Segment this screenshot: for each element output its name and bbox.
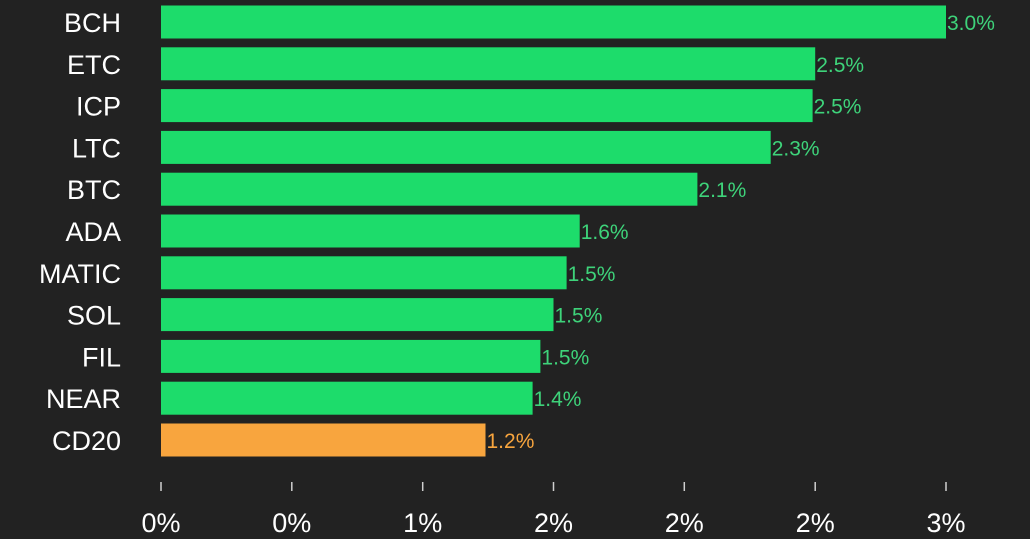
value-label-fil: 1.5%	[541, 346, 589, 369]
category-label-ada: ADA	[65, 217, 121, 247]
x-tick-label: 3%	[926, 508, 965, 538]
value-label-ltc: 2.3%	[772, 137, 820, 160]
x-tick-label: 1%	[403, 508, 442, 538]
bar-etc	[161, 47, 816, 81]
bar-matic	[161, 256, 567, 290]
category-label-etc: ETC	[67, 50, 121, 80]
x-tick-label: 2%	[796, 508, 835, 538]
bar-cd20	[161, 423, 486, 457]
value-label-ada: 1.6%	[581, 221, 629, 244]
value-label-sol: 1.5%	[555, 305, 603, 328]
category-label-bch: BCH	[64, 8, 121, 38]
value-label-near: 1.4%	[534, 388, 582, 411]
value-label-btc: 2.1%	[698, 179, 746, 202]
x-axis: 0% 0% 1% 2% 2% 2% 3%	[141, 482, 966, 538]
bar-ltc	[161, 130, 771, 164]
bar-bch	[161, 5, 946, 39]
category-label-sol: SOL	[67, 301, 121, 331]
category-label-ltc: LTC	[72, 133, 121, 163]
value-labels: 3.0% 2.5% 2.5% 2.3% 2.1% 1.6% 1.5% 1.5% 1.5% 1.4%…	[487, 12, 995, 453]
value-label-icp: 2.5%	[814, 96, 862, 119]
bar-btc	[161, 172, 698, 206]
bar-fil	[161, 339, 541, 373]
x-tick-label: 0%	[272, 508, 311, 538]
category-label-matic: MATIC	[39, 259, 121, 289]
category-label-fil: FIL	[82, 342, 121, 372]
bars-layer	[161, 5, 946, 457]
bar-icp	[161, 89, 813, 123]
category-label-cd20: CD20	[52, 426, 121, 456]
x-tick-label: 2%	[534, 508, 573, 538]
bar-sol	[161, 298, 554, 332]
x-tick-label: 0%	[141, 508, 180, 538]
value-label-matic: 1.5%	[568, 263, 616, 286]
category-label-icp: ICP	[76, 92, 121, 122]
category-labels: BCH ETC ICP LTC BTC ADA MATIC SOL FIL NEAR CD20	[39, 8, 121, 456]
x-tick-label: 2%	[665, 508, 704, 538]
value-label-cd20: 1.2%	[487, 430, 535, 453]
bar-ada	[161, 214, 580, 248]
category-label-near: NEAR	[46, 384, 121, 414]
category-label-btc: BTC	[67, 175, 121, 205]
value-label-bch: 3.0%	[947, 12, 995, 35]
bar-near	[161, 381, 533, 415]
value-label-etc: 2.5%	[816, 54, 864, 77]
